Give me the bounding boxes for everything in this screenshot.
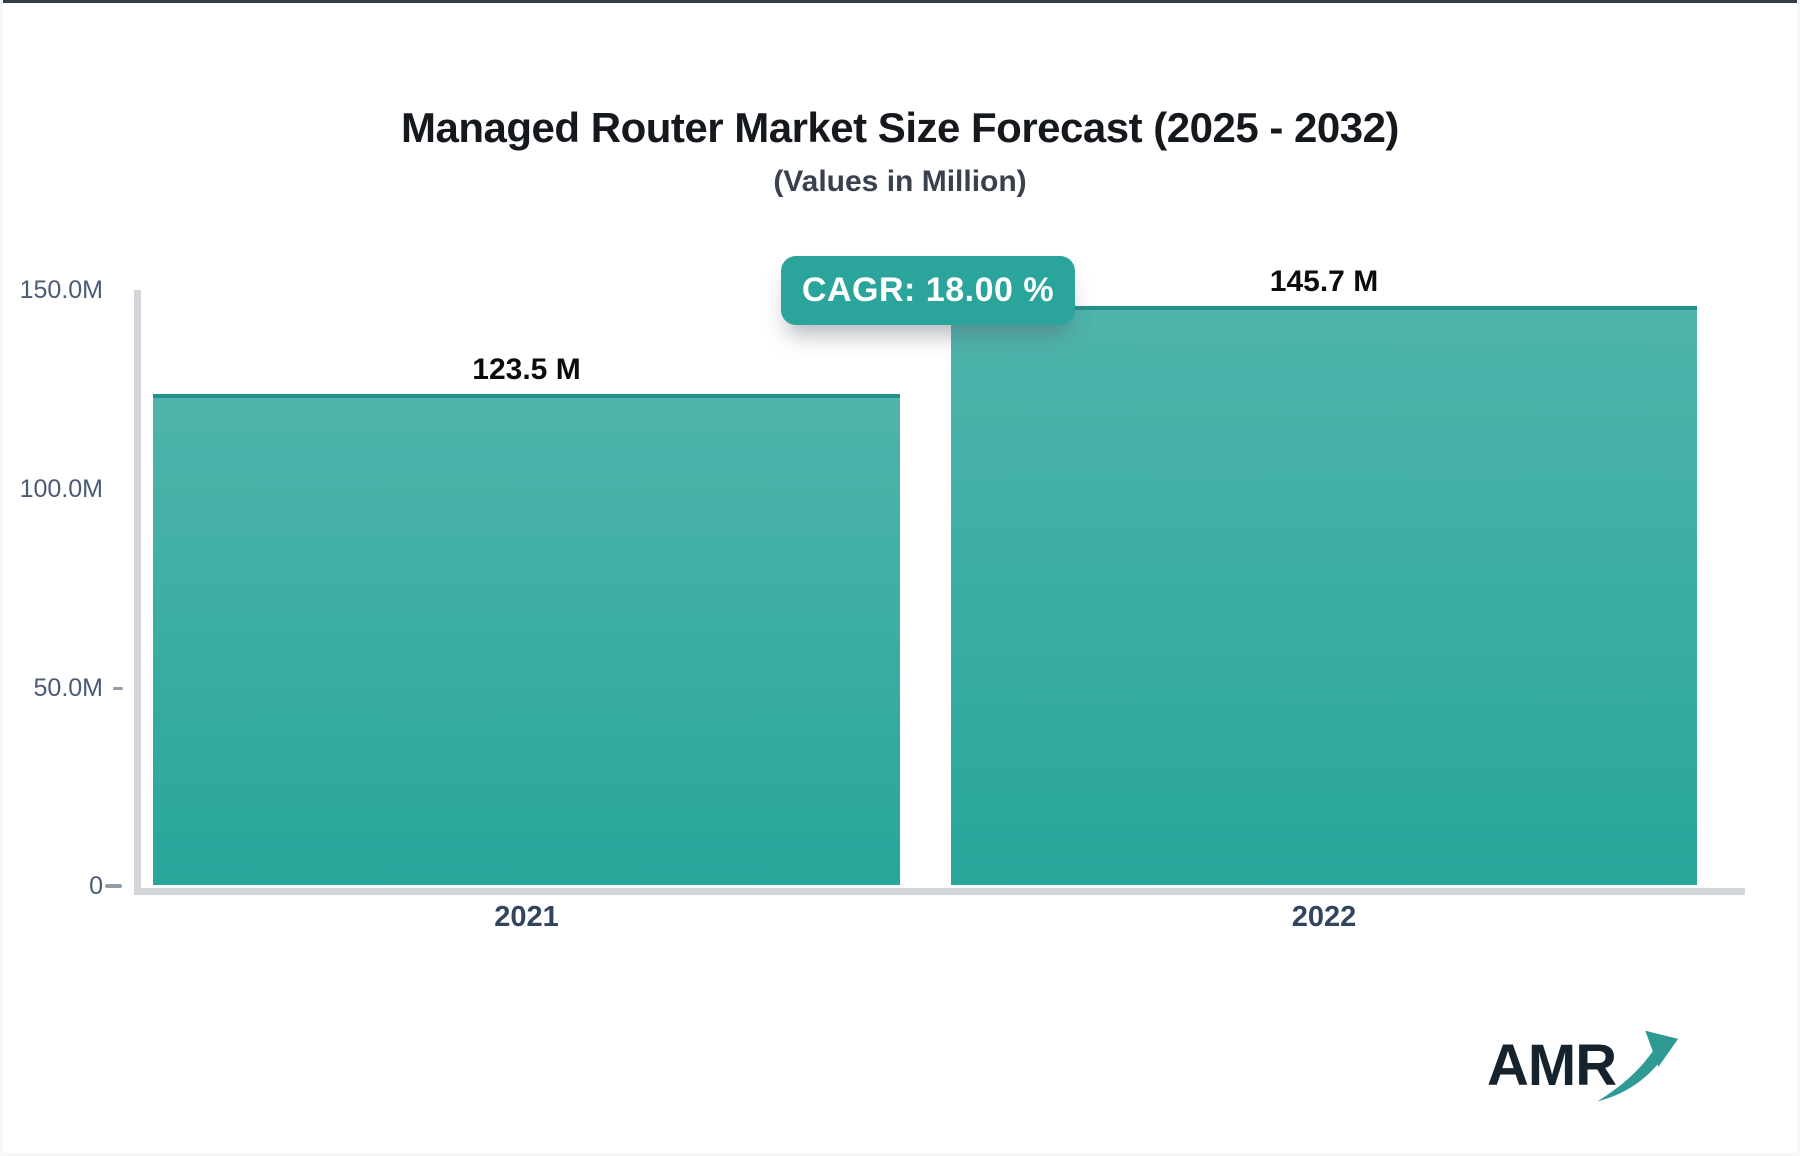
x-axis-line — [134, 888, 1745, 895]
y-tick-0: 0 — [89, 872, 103, 900]
amr-logo-text: AMR — [1487, 1033, 1617, 1098]
y-tick-50: 50.0M — [33, 674, 103, 702]
amr-logo: AMR — [1487, 1027, 1697, 1102]
cagr-badge: CAGR: 18.00 % — [781, 256, 1075, 325]
growth-arrow-icon — [1597, 1030, 1679, 1102]
chart-title: Managed Router Market Size Forecast (202… — [401, 104, 1399, 151]
bar-2021[interactable] — [153, 394, 900, 885]
y-tick-150: 150.0M — [19, 276, 103, 304]
y-axis-line — [134, 290, 141, 888]
cagr-badge-label: CAGR: 18.00 % — [801, 271, 1055, 309]
y-tick-100: 100.0M — [19, 475, 103, 503]
tick-mark-50 — [113, 687, 123, 690]
bar-value-2021: 123.5 M — [472, 353, 581, 386]
bar-value-2022: 145.7 M — [1269, 265, 1379, 298]
window-top-edge — [3, 0, 1797, 3]
chart-subtitle: (Values in Million) — [773, 165, 1027, 198]
x-label-2022: 2022 — [1291, 901, 1357, 933]
bar-2022[interactable] — [951, 306, 1697, 885]
tick-mark-0 — [105, 884, 122, 888]
x-label-2021: 2021 — [494, 901, 559, 933]
